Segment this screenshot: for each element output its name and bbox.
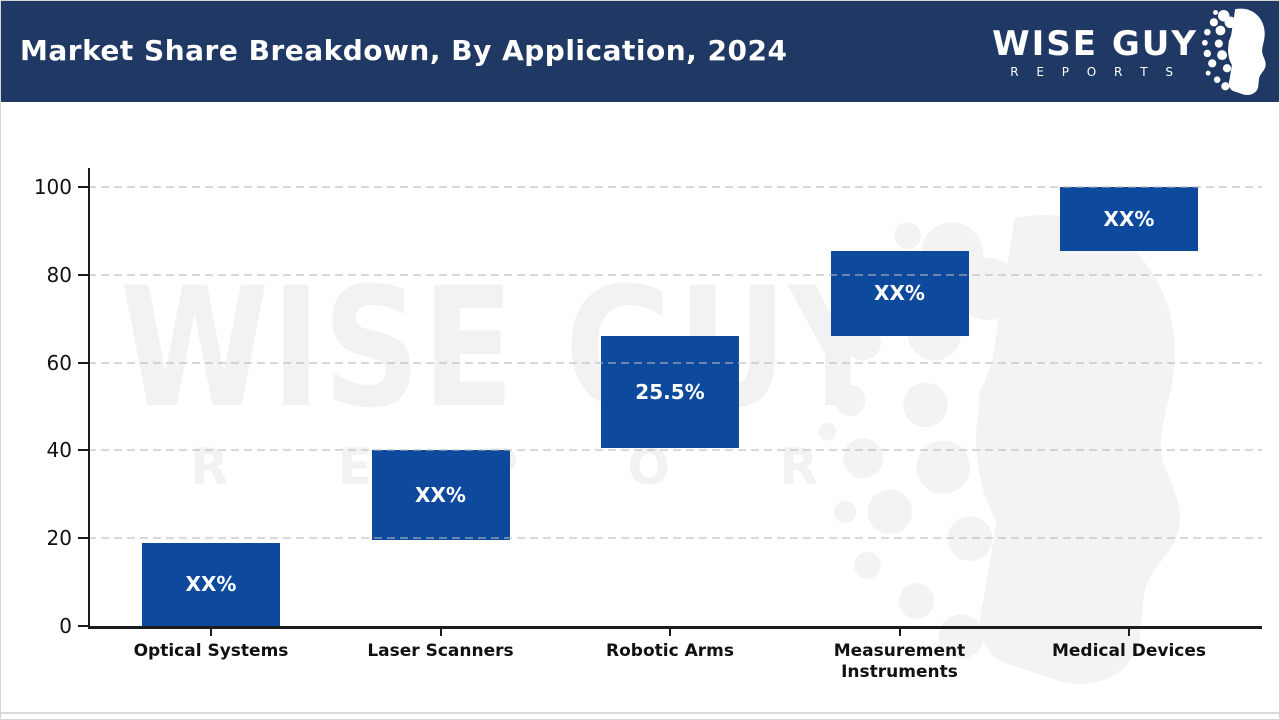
x-label-medical-devices: Medical Devices [1051, 641, 1206, 661]
x-axis [88, 626, 1262, 629]
gridline-60 [88, 361, 1262, 364]
bar-laser-scanners: XX% [371, 450, 510, 541]
x-tick-optical-systems [210, 629, 212, 636]
y-tick-100 [78, 186, 88, 188]
chart-title: Market Share Breakdown, By Application, … [20, 34, 788, 67]
y-tick-label-0: 0 [59, 614, 72, 638]
y-tick-label-100: 100 [33, 175, 72, 199]
x-label-optical-systems: Optical Systems [133, 641, 289, 661]
y-tick-20 [78, 537, 88, 540]
footer-divider [0, 712, 1280, 714]
wiseguy-logo-text: WISE GUY R E P O R T S [992, 24, 1198, 79]
bar-value-label: XX% [1103, 206, 1155, 231]
y-tick-80 [78, 273, 88, 276]
x-tick-laser-scanners [439, 629, 442, 636]
bar-medical-devices: XX% [1060, 187, 1198, 251]
bar-robotic-arms: 25.5% [601, 336, 739, 449]
bar-value-label: XX% [185, 572, 237, 597]
x-tick-robotic-arms [669, 629, 671, 636]
x-label-measurement-instruments: Measurement Instruments [833, 641, 966, 683]
gridline-80 [88, 273, 1262, 276]
y-tick-0 [78, 625, 88, 627]
y-tick-label-20: 20 [46, 526, 72, 551]
bar-value-label: XX% [874, 281, 925, 306]
y-tick-40 [78, 449, 88, 452]
x-label-robotic-arms: Robotic Arms [606, 641, 734, 661]
y-tick-label-80: 80 [46, 262, 72, 287]
x-tick-measurement-instruments [898, 629, 901, 636]
gridline-40 [88, 449, 1262, 452]
bar-value-label: 25.5% [635, 380, 705, 405]
bar-measurement-instruments: XX% [830, 250, 969, 337]
logo-wiseguy-label: WISE GUY [992, 23, 1198, 64]
y-tick-label-40: 40 [46, 438, 72, 463]
logo-head-profile-icon [1201, 8, 1266, 95]
x-tick-medical-devices [1128, 629, 1130, 636]
bar-value-label: XX% [415, 483, 466, 508]
y-tick-60 [78, 361, 88, 364]
logo-reports-label: R E P O R T S [1010, 64, 1180, 79]
y-axis [88, 168, 90, 629]
wiseguy-logo: WISE GUY R E P O R T S [992, 0, 1268, 102]
y-tick-label-60: 60 [46, 350, 72, 375]
gridline-20 [88, 537, 1262, 540]
watermark-wiseguy-text: WISE GUY [120, 252, 889, 444]
bar-optical-systems: XX% [142, 542, 280, 626]
header-bar: Market Share Breakdown, By Application, … [0, 0, 1280, 102]
x-label-laser-scanners: Laser Scanners [367, 641, 514, 661]
gridline-100 [88, 186, 1262, 188]
